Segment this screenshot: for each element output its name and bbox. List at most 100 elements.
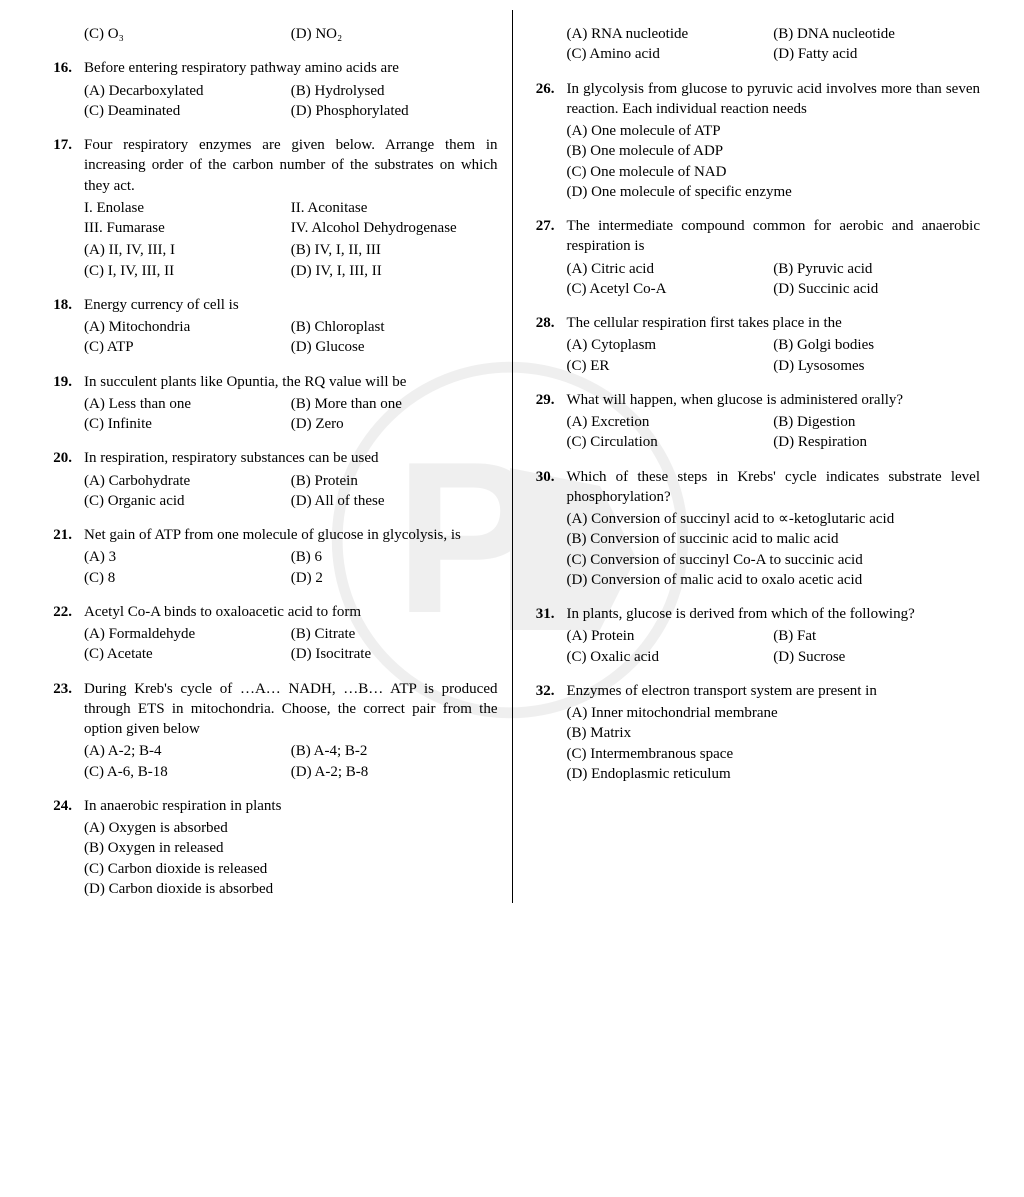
option: (B) Chloroplast xyxy=(291,317,498,337)
options: (A) RNA nucleotide(B) DNA nucleotide(C) … xyxy=(567,24,981,65)
question-body: In anaerobic respiration in plants(A) Ox… xyxy=(84,796,498,899)
roman-item: III. Fumarase xyxy=(84,218,291,238)
options: (A) Mitochondria(B) Chloroplast(C) ATP(D… xyxy=(84,317,498,358)
question-body: During Kreb's cycle of …A… NADH, …B… ATP… xyxy=(84,679,498,782)
option: (A) II, IV, III, I xyxy=(84,240,291,260)
question-number: 16. xyxy=(44,58,84,121)
option: (B) IV, I, II, III xyxy=(291,240,498,260)
question-stem: During Kreb's cycle of …A… NADH, …B… ATP… xyxy=(84,679,498,740)
question-body: In respiration, respiratory substances c… xyxy=(84,448,498,511)
options: (A) Carbohydrate(B) Protein(C) Organic a… xyxy=(84,471,498,512)
question-stem: In respiration, respiratory substances c… xyxy=(84,448,498,468)
question-stem: Before entering respiratory pathway amin… xyxy=(84,58,498,78)
option: (D) Zero xyxy=(291,414,498,434)
option: (A) Protein xyxy=(567,626,774,646)
option: (B) Protein xyxy=(291,471,498,491)
option: (C) Conversion of succinyl Co-A to succi… xyxy=(567,550,981,570)
question-number: 21. xyxy=(44,525,84,588)
question-body: Which of these steps in Krebs' cycle ind… xyxy=(567,467,981,591)
option: (C) Amino acid xyxy=(567,44,774,64)
option: (C) Oxalic acid xyxy=(567,647,774,667)
question-stem: What will happen, when glucose is admini… xyxy=(567,390,981,410)
option: (B) Conversion of succinic acid to malic… xyxy=(567,529,981,549)
question-number: 20. xyxy=(44,448,84,511)
options: (A) Excretion(B) Digestion(C) Circulatio… xyxy=(567,412,981,453)
options: (A) 3(B) 6(C) 8(D) 2 xyxy=(84,547,498,588)
options: (A) A-2; B-4(B) A-4; B-2(C) A-6, B-18(D)… xyxy=(84,741,498,782)
option: (C) 8 xyxy=(84,568,291,588)
question-stem: Acetyl Co-A binds to oxaloacetic acid to… xyxy=(84,602,498,622)
question-body: Energy currency of cell is(A) Mitochondr… xyxy=(84,295,498,358)
question: 32.Enzymes of electron transport system … xyxy=(527,681,981,784)
option: (B) Hydrolysed xyxy=(291,81,498,101)
option: (D) NO₂ xyxy=(291,24,498,44)
question: 19.In succulent plants like Opuntia, the… xyxy=(44,372,498,435)
options: (A) Less than one(B) More than one(C) In… xyxy=(84,394,498,435)
question-body: The cellular respiration first takes pla… xyxy=(567,313,981,376)
question-body: The intermediate compound common for aer… xyxy=(567,216,981,299)
option: (A) Carbohydrate xyxy=(84,471,291,491)
roman-item: IV. Alcohol Dehydrogenase xyxy=(291,218,498,238)
options: (C) O₃(D) NO₂ xyxy=(84,24,498,44)
question: 30.Which of these steps in Krebs' cycle … xyxy=(527,467,981,591)
question-stem: Energy currency of cell is xyxy=(84,295,498,315)
question-number: 24. xyxy=(44,796,84,899)
option: (C) Infinite xyxy=(84,414,291,434)
option: (C) Acetate xyxy=(84,644,291,664)
question-number: 28. xyxy=(527,313,567,376)
option: (B) One molecule of ADP xyxy=(567,141,981,161)
option: (B) Digestion xyxy=(773,412,980,432)
question-stem: In plants, glucose is derived from which… xyxy=(567,604,981,624)
option: (A) Less than one xyxy=(84,394,291,414)
options: (A) Citric acid(B) Pyruvic acid(C) Acety… xyxy=(567,259,981,300)
option: (B) DNA nucleotide xyxy=(773,24,980,44)
question: 29.What will happen, when glucose is adm… xyxy=(527,390,981,453)
option: (D) All of these xyxy=(291,491,498,511)
question-number: 31. xyxy=(527,604,567,667)
question-number: 27. xyxy=(527,216,567,299)
question-stem: Enzymes of electron transport system are… xyxy=(567,681,981,701)
question-body: Acetyl Co-A binds to oxaloacetic acid to… xyxy=(84,602,498,665)
option: (B) Fat xyxy=(773,626,980,646)
question-number: 18. xyxy=(44,295,84,358)
question-body: Net gain of ATP from one molecule of glu… xyxy=(84,525,498,588)
question-stem: In succulent plants like Opuntia, the RQ… xyxy=(84,372,498,392)
option: (A) Inner mitochondrial membrane xyxy=(567,703,981,723)
option: (B) A-4; B-2 xyxy=(291,741,498,761)
question: 31.In plants, glucose is derived from wh… xyxy=(527,604,981,667)
question: 26.In glycolysis from glucose to pyruvic… xyxy=(527,79,981,203)
question-number: 30. xyxy=(527,467,567,591)
option: (C) Carbon dioxide is released xyxy=(84,859,498,879)
options: (A) Oxygen is absorbed(B) Oxygen in rele… xyxy=(84,818,498,899)
option: (D) Lysosomes xyxy=(773,356,980,376)
option: (D) Conversion of malic acid to oxalo ac… xyxy=(567,570,981,590)
option: (A) Citric acid xyxy=(567,259,774,279)
question-body: (A) RNA nucleotide(B) DNA nucleotide(C) … xyxy=(567,24,981,65)
option: (A) Oxygen is absorbed xyxy=(84,818,498,838)
question-stem: In anaerobic respiration in plants xyxy=(84,796,498,816)
option: (C) Organic acid xyxy=(84,491,291,511)
question-stem: In glycolysis from glucose to pyruvic ac… xyxy=(567,79,981,120)
options: (A) II, IV, III, I(B) IV, I, II, III(C) … xyxy=(84,240,498,281)
question: 16.Before entering respiratory pathway a… xyxy=(44,58,498,121)
options: (A) Decarboxylated(B) Hydrolysed(C) Deam… xyxy=(84,81,498,122)
option: (B) Citrate xyxy=(291,624,498,644)
roman-item: I. Enolase xyxy=(84,198,291,218)
question: 24.In anaerobic respiration in plants(A)… xyxy=(44,796,498,899)
option: (C) One molecule of NAD xyxy=(567,162,981,182)
question: (C) O₃(D) NO₂ xyxy=(44,24,498,44)
question-stem: Net gain of ATP from one molecule of glu… xyxy=(84,525,498,545)
option: (A) A-2; B-4 xyxy=(84,741,291,761)
options: (A) Formaldehyde(B) Citrate(C) Acetate(D… xyxy=(84,624,498,665)
option: (D) Fatty acid xyxy=(773,44,980,64)
question-body: Four respiratory enzymes are given below… xyxy=(84,135,498,281)
question-number: 23. xyxy=(44,679,84,782)
question-body: In succulent plants like Opuntia, the RQ… xyxy=(84,372,498,435)
question-body: In plants, glucose is derived from which… xyxy=(567,604,981,667)
option: (D) Respiration xyxy=(773,432,980,452)
option: (D) Sucrose xyxy=(773,647,980,667)
option: (B) More than one xyxy=(291,394,498,414)
question-number: 22. xyxy=(44,602,84,665)
question: 21.Net gain of ATP from one molecule of … xyxy=(44,525,498,588)
question-body: Before entering respiratory pathway amin… xyxy=(84,58,498,121)
